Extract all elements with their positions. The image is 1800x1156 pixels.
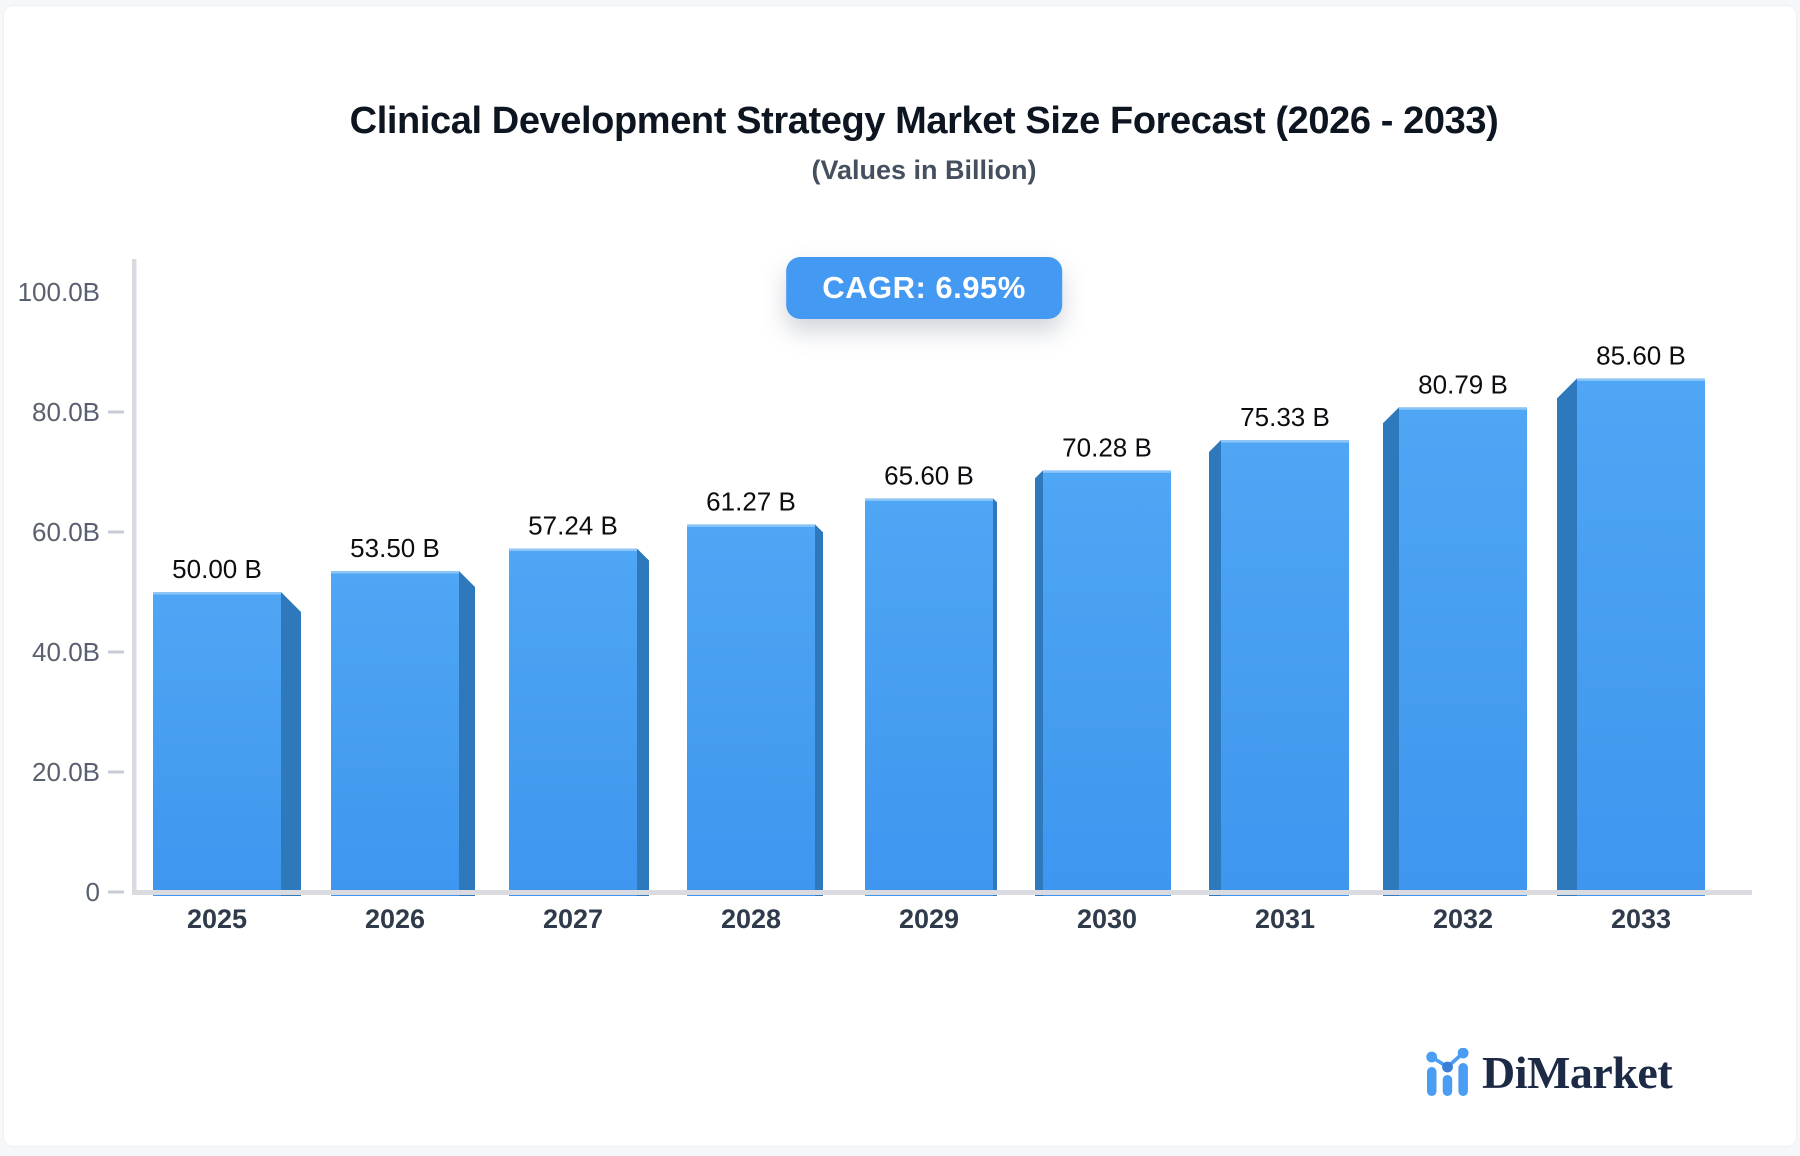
bar-side-face: [637, 548, 649, 896]
y-axis-tick-label: 20.0B: [32, 757, 100, 787]
bar-front-face: [509, 548, 637, 896]
bar-top-highlight: [509, 548, 637, 552]
bar-2029[interactable]: 65.60 B: [865, 460, 997, 896]
bar-value-label: 70.28 B: [1062, 432, 1152, 462]
y-axis-tick: [108, 650, 124, 654]
bar-value-label: 53.50 B: [350, 533, 440, 563]
bar-value-label: 50.00 B: [172, 554, 262, 584]
x-axis-tick-label: 2029: [899, 904, 959, 934]
bar-front-face: [1043, 470, 1171, 896]
y-axis-tick-label: 80.0B: [32, 397, 100, 427]
bar-front-face: [153, 592, 281, 896]
bar-side-face: [1209, 440, 1221, 896]
bar-value-label: 80.79 B: [1418, 369, 1508, 399]
x-axis-tick-label: 2030: [1077, 904, 1137, 934]
x-axis-tick-label: 2025: [187, 904, 247, 934]
bar-2030[interactable]: 70.28 B: [1035, 432, 1171, 896]
brand-logo-text: DiMarket: [1482, 1047, 1673, 1098]
bar-value-label: 61.27 B: [706, 486, 796, 516]
y-axis-tick: [108, 530, 124, 534]
bar-2031[interactable]: 75.33 B: [1209, 402, 1349, 896]
bar-side-face: [815, 524, 823, 896]
y-axis-line: [132, 259, 137, 895]
x-axis-tick-label: 2033: [1611, 904, 1671, 934]
bar-side-face: [993, 498, 997, 896]
bar-front-face: [687, 524, 815, 896]
bar-2026[interactable]: 53.50 B: [331, 533, 475, 896]
bar-front-face: [1577, 378, 1705, 896]
bar-2032[interactable]: 80.79 B: [1383, 369, 1527, 896]
bar-front-face: [1399, 407, 1527, 896]
y-axis-tick: [108, 410, 124, 414]
bar-value-label: 85.60 B: [1596, 340, 1686, 370]
bar-value-label: 75.33 B: [1240, 402, 1330, 432]
y-axis-tick: [108, 890, 124, 894]
bar-2027[interactable]: 57.24 B: [509, 511, 649, 896]
bar-top-highlight: [1577, 378, 1705, 381]
bar-top-highlight: [1043, 470, 1171, 473]
x-axis-tick-label: 2032: [1433, 904, 1493, 934]
x-axis-tick-label: 2027: [543, 904, 603, 934]
bar-value-label: 65.60 B: [884, 460, 974, 490]
y-axis-tick: [108, 770, 124, 774]
chart-card: Clinical Development Strategy Market Siz…: [3, 5, 1797, 1147]
chart-subtitle: (Values in Billion): [811, 155, 1037, 185]
x-axis-tick-label: 2031: [1255, 904, 1315, 934]
bar-side-face: [1035, 470, 1043, 896]
brand-logo[interactable]: DiMarket: [1425, 1046, 1673, 1099]
combo-chart-icon: [1425, 1047, 1471, 1098]
bar-top-highlight: [153, 592, 281, 595]
bar-front-face: [1221, 440, 1349, 896]
bar-top-highlight: [687, 524, 815, 527]
bar-chart: 50.00 B 2025 53.50 B 2026 57.24 B 2027 61.27 B…: [18, 259, 1752, 934]
bar-side-face: [281, 592, 301, 896]
x-axis-tick-label: 2028: [721, 904, 781, 934]
bar-2033[interactable]: 85.60 B: [1557, 340, 1705, 896]
bar-2025[interactable]: 50.00 B: [153, 554, 301, 896]
chart-title: Clinical Development Strategy Market Siz…: [349, 100, 1499, 142]
x-axis-tick-label: 2026: [365, 904, 425, 934]
bar-value-label: 57.24 B: [528, 511, 618, 541]
y-axis-tick-label: 100.0B: [18, 277, 100, 307]
bar-front-face: [331, 571, 459, 896]
bar-top-highlight: [865, 498, 993, 501]
y-axis-tick-label: 40.0B: [32, 637, 100, 667]
bar-side-face: [1557, 378, 1577, 896]
x-axis-line: [132, 890, 1752, 895]
bar-top-highlight: [1399, 407, 1527, 410]
bar-top-highlight: [331, 571, 459, 574]
bars-group: 50.00 B 2025 53.50 B 2026 57.24 B 2027 61.27 B…: [153, 340, 1705, 934]
bar-2028[interactable]: 61.27 B: [687, 486, 823, 896]
cagr-badge: CAGR: 6.95%: [786, 257, 1062, 319]
axes-group: 100.0B 80.0B 60.0B 40.0B 20.0B 0: [18, 259, 1752, 907]
y-axis-tick-label: 0: [86, 877, 100, 907]
y-axis-tick-label: 60.0B: [32, 517, 100, 547]
bar-top-highlight: [1221, 440, 1349, 443]
bar-front-face: [865, 498, 993, 896]
bar-side-face: [459, 571, 475, 896]
bar-side-face: [1383, 407, 1399, 896]
